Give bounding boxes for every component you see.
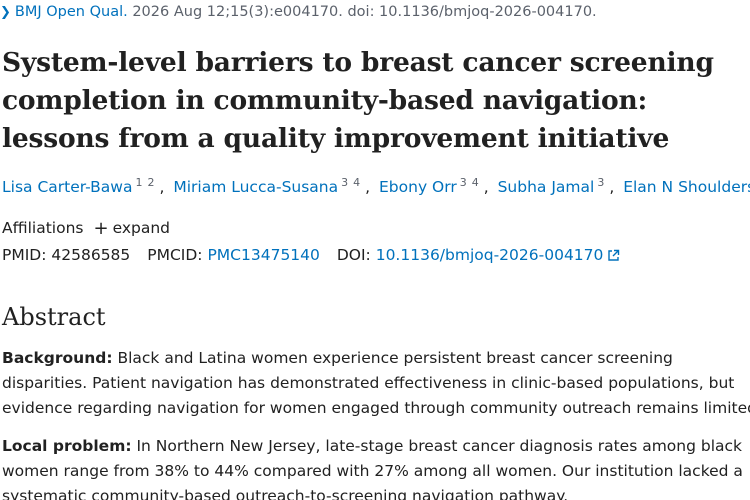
author-item: Ebony Orr 3 4: [379, 176, 484, 196]
doi-label: DOI:: [336, 246, 371, 264]
author-item: Elan N Shoulders34: [623, 178, 750, 196]
author-link[interactable]: Subha Jamal: [497, 178, 595, 196]
plus-icon: +: [93, 218, 109, 239]
abstract-local-problem: Local problem: In Northern New Jersey, l…: [2, 434, 750, 500]
affiliations-label: Affiliations: [2, 219, 84, 237]
journal-link[interactable]: BMJ Open Qual.: [14, 4, 128, 20]
author-separator: ,: [483, 178, 489, 196]
author-separator: ,: [609, 178, 615, 196]
abstract-background: Background: Black and Latina women exper…: [2, 346, 750, 421]
identifiers-line: PMID: 42586585 PMCID: PMC13475140 DOI: 1…: [2, 246, 620, 264]
chevron-right-icon[interactable]: ❯: [0, 5, 11, 20]
author-link[interactable]: Ebony Orr: [379, 178, 457, 196]
local-problem-label: Local problem:: [2, 437, 132, 455]
author-link[interactable]: Elan N Shoulders: [623, 178, 750, 196]
author-list: Lisa Carter-Bawa 1 2, Miriam Lucca-Susana 3…: [2, 176, 750, 196]
expand-label: expand: [112, 219, 170, 237]
pmcid-link[interactable]: PMC13475140: [207, 246, 320, 264]
local-problem-text: In Northern New Jersey, late-stage breas…: [2, 437, 743, 500]
pmid-label: PMID:: [2, 246, 47, 264]
affiliations-toggle[interactable]: Affiliations + expand: [2, 218, 170, 239]
pmid-value: 42586585: [51, 246, 131, 264]
author-item: Lisa Carter-Bawa 1 2: [2, 176, 159, 196]
doi-link[interactable]: 10.1136/bmjoq-2026-004170: [376, 246, 621, 264]
citation-line: ❯ BMJ Open Qual. 2026 Aug 12;15(3):e00417…: [0, 4, 597, 20]
external-link-icon: [608, 249, 620, 261]
author-item: Miriam Lucca-Susana 3 4: [173, 176, 365, 196]
article-title: System-level barriers to breast cancer s…: [2, 47, 714, 154]
citation-details: 2026 Aug 12;15(3):e004170. doi: 10.1136/…: [132, 4, 597, 20]
author-separator: ,: [365, 178, 371, 196]
background-label: Background:: [2, 349, 113, 367]
abstract-heading: Abstract: [2, 303, 106, 331]
affiliation-refs[interactable]: 3: [597, 176, 605, 189]
background-text: Black and Latina women experience persis…: [2, 349, 750, 417]
author-item: Subha Jamal 3: [497, 176, 610, 196]
pmcid-label: PMCID:: [147, 246, 203, 264]
author-separator: ,: [159, 178, 165, 196]
author-link[interactable]: Lisa Carter-Bawa: [2, 178, 133, 196]
author-link[interactable]: Miriam Lucca-Susana: [173, 178, 339, 196]
